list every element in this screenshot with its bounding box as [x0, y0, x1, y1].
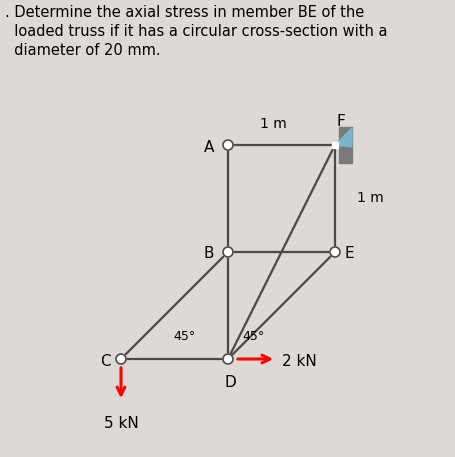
- Text: 45°: 45°: [172, 330, 195, 344]
- Text: 45°: 45°: [242, 330, 263, 344]
- Text: diameter of 20 mm.: diameter of 20 mm.: [5, 43, 160, 58]
- Text: D: D: [224, 375, 235, 390]
- Text: B: B: [203, 246, 213, 261]
- Text: C: C: [100, 354, 111, 368]
- Bar: [331, 142, 337, 148]
- Circle shape: [222, 247, 233, 257]
- Circle shape: [329, 247, 339, 257]
- Bar: [338, 127, 351, 163]
- Circle shape: [222, 354, 233, 364]
- Text: A: A: [203, 139, 213, 154]
- Text: 5 kN: 5 kN: [103, 416, 138, 431]
- Text: 2 kN: 2 kN: [281, 354, 316, 368]
- Polygon shape: [334, 128, 351, 147]
- Circle shape: [116, 354, 126, 364]
- Text: E: E: [344, 246, 354, 261]
- Text: loaded truss if it has a circular cross-section with a: loaded truss if it has a circular cross-…: [5, 24, 387, 39]
- Text: F: F: [336, 114, 345, 129]
- Text: 1 m: 1 m: [259, 117, 286, 131]
- Text: . Determine the axial stress in member BE of the: . Determine the axial stress in member B…: [5, 5, 364, 20]
- Circle shape: [222, 140, 233, 150]
- Text: 1 m: 1 m: [356, 191, 383, 206]
